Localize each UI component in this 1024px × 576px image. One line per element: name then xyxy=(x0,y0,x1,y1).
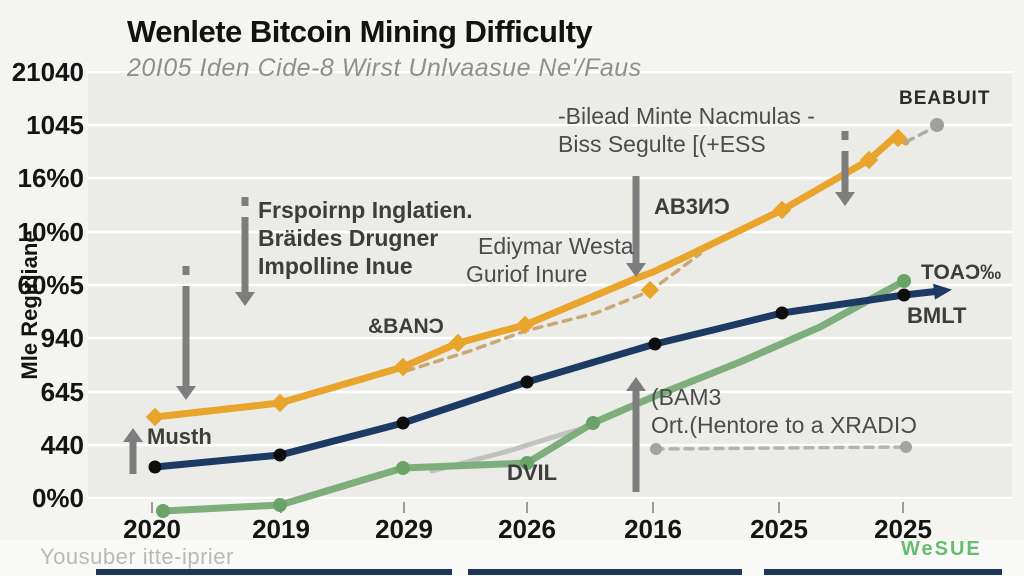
series-orange-line-marker xyxy=(859,150,879,170)
series-green-line-marker xyxy=(273,498,287,512)
annotation-line: Ediymar Westa xyxy=(478,233,634,259)
annotation-line: Impolline Inue xyxy=(258,253,413,279)
series-green-line-marker xyxy=(897,274,911,288)
y-tick-label: 16%0 xyxy=(17,163,85,193)
watermark-logo: WeSUE xyxy=(901,538,982,560)
annotation-line: Frspoirnp Inglatien. xyxy=(258,197,473,223)
series-green-line-marker xyxy=(396,461,410,475)
annotation-toad: TOAƆ‰ xyxy=(921,261,1002,284)
arrow-left-long-down-head xyxy=(176,386,196,400)
annotation-frspoirnp: Frspoirnp Inglatien. Bräides Drugner Imp… xyxy=(258,196,473,280)
series-navy-line-arrowhead xyxy=(933,283,952,300)
annotation-line: (BAM3 xyxy=(651,384,722,410)
x-tick-label: 2019 xyxy=(252,514,310,544)
y-tick-label: 1045 xyxy=(26,110,84,140)
x-tick-label: 2016 xyxy=(624,514,682,544)
series-orange-line-marker xyxy=(640,280,660,300)
series-navy-line-marker xyxy=(396,416,410,430)
x-tick-label: 2025 xyxy=(750,514,808,544)
arrow-musth-up-head xyxy=(123,428,143,442)
annotation-line: Biss Segulte [(+ESS xyxy=(558,131,766,157)
x-tick-label: 2025 xyxy=(874,514,932,544)
annotation-dvil: DVIL xyxy=(507,460,558,485)
bottom-bar xyxy=(764,569,1002,575)
series-navy-line-marker xyxy=(897,288,911,302)
series-gray-dashed-horizontal-marker xyxy=(900,441,912,453)
annotation-bilead: -Bilead Minte Nacmulas - Biss Segulte [(… xyxy=(558,102,815,158)
series-green-line-marker xyxy=(520,456,534,470)
footer-caption: Yousuber itte-iprier xyxy=(40,544,234,569)
series-gray-dashed-horizontal-marker xyxy=(650,443,662,455)
series-navy-line-marker xyxy=(273,448,287,462)
series-navy-line-marker xyxy=(775,306,789,320)
annotation-ab3nd: AB3ИƆ xyxy=(654,194,730,219)
series-gray-dashed-tail-marker xyxy=(930,118,944,132)
bottom-bar xyxy=(468,569,742,575)
series-green-line-marker xyxy=(156,504,170,518)
series-navy-line-marker xyxy=(148,460,162,474)
arrow-inflation-dashed-down-head xyxy=(235,292,255,306)
series-green-line-marker xyxy=(586,416,600,430)
series-orange-line-marker xyxy=(515,315,535,335)
series-orange-line-marker xyxy=(888,128,908,148)
series-navy-line-marker xyxy=(648,337,662,351)
series-orange-line-marker xyxy=(393,357,413,377)
x-tick-label: 2026 xyxy=(498,514,556,544)
y-tick-label: 21040 xyxy=(11,57,84,87)
y-tick-label: 645 xyxy=(40,377,84,407)
y-tick-label: 940 xyxy=(40,323,84,353)
annotation-line: Ort.(Hentore to a XRADIƆ xyxy=(651,412,917,438)
series-navy-line-marker xyxy=(520,375,534,389)
arrow-bam3-up-head xyxy=(626,377,646,391)
y-tick-label: 10%0 xyxy=(17,217,85,247)
x-tick-label: 2020 xyxy=(123,514,181,544)
series-orange-line-marker xyxy=(145,407,165,427)
y-tick-label: 60%5 xyxy=(17,270,85,300)
annotation-band: &BANƆ xyxy=(368,315,444,338)
annotation-line: Guriof Inure xyxy=(466,261,588,287)
arrow-bilead-down-head xyxy=(835,192,855,206)
arrow-ab3nd-down-head xyxy=(626,263,646,277)
chart-title: Wenlete Bitcoin Mining Difficulty xyxy=(127,14,593,49)
series-orange-line-marker xyxy=(448,333,468,353)
annotation-bmlt: BMLT xyxy=(907,303,967,328)
series-gray-dashed-horizontal xyxy=(653,445,905,451)
series-orange-line-marker xyxy=(772,200,792,220)
x-tick-label: 2029 xyxy=(375,514,433,544)
chart-subtitle: 20I05 Iden Cide-8 Wirst Unlvaasue Ne'/Fa… xyxy=(127,54,642,82)
annotation-line: -Bilead Minte Nacmulas - xyxy=(558,103,815,129)
y-tick-label: 440 xyxy=(40,430,84,460)
annotation-line: Bräides Drugner xyxy=(258,225,439,251)
annotation-beabuit: BEABUIT xyxy=(899,88,991,109)
annotation-musth: Musth xyxy=(147,424,212,449)
series-orange-line-marker xyxy=(270,393,290,413)
y-axis-title: Mle Regirliane xyxy=(17,230,42,380)
bottom-bar xyxy=(96,569,452,575)
annotation-bam3: (BAM3 Ort.(Hentore to a XRADIƆ xyxy=(651,383,917,439)
annotation-ediymar: Ediymar Westa Guriof Inure xyxy=(466,232,634,288)
y-tick-label: 0%0 xyxy=(31,483,84,513)
